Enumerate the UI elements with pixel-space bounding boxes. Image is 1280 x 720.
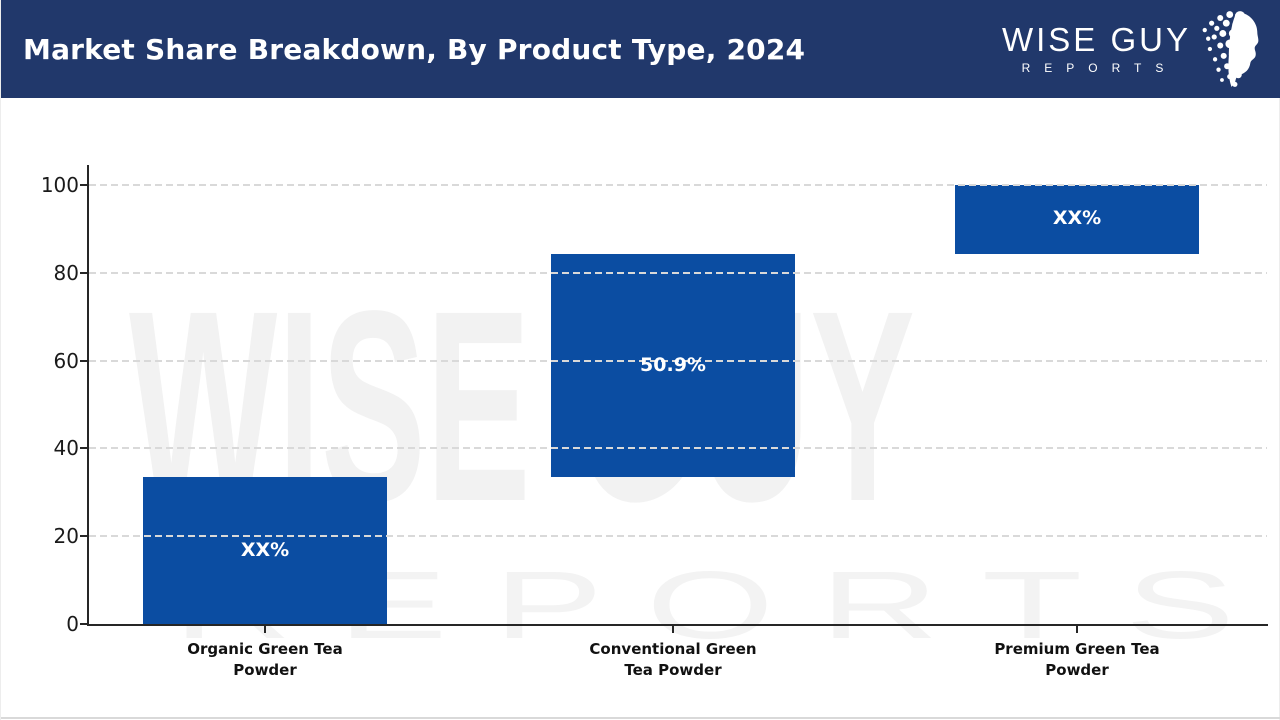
x-tick-label-line: Premium Green Tea bbox=[994, 640, 1160, 658]
bar-premium-green-tea-powder bbox=[955, 185, 1199, 254]
gridline-40 bbox=[89, 447, 1267, 450]
y-tick-label: 20 bbox=[53, 524, 79, 549]
y-tick-mark bbox=[80, 359, 88, 362]
face-profile-icon bbox=[1197, 8, 1259, 90]
gridline-80 bbox=[89, 271, 1267, 274]
bar-value-label: XX% bbox=[1052, 207, 1102, 230]
bar-organic-green-tea-powder bbox=[143, 477, 387, 624]
header-banner: Market Share Breakdown, By Product Type,… bbox=[1, 0, 1280, 98]
y-tick-mark bbox=[80, 184, 88, 186]
wise-guy-reports-logo: WISE GUY REPORTS bbox=[1002, 8, 1259, 90]
bar-value-label: XX% bbox=[240, 538, 290, 561]
y-tick-label: 0 bbox=[66, 612, 79, 636]
bottom-divider bbox=[1, 717, 1280, 719]
y-tick-label: 40 bbox=[53, 436, 79, 461]
x-tick-label-line: Organic Green Tea bbox=[187, 640, 343, 658]
y-tick-mark bbox=[80, 447, 88, 450]
x-tick-mark bbox=[1076, 626, 1078, 633]
gridline-60 bbox=[89, 359, 1267, 362]
logo-subtitle: REPORTS bbox=[1021, 60, 1178, 75]
logo-name: WISE GUY bbox=[1001, 20, 1191, 58]
gridline-100 bbox=[89, 184, 1267, 186]
y-tick-label: 80 bbox=[53, 260, 79, 285]
chart-area: WISE GUY R E P O R T S XX% 50.9% XX% 0 20 40… bbox=[1, 98, 1280, 718]
chart-title: Market Share Breakdown, By Product Type,… bbox=[23, 32, 806, 66]
bar-conventional-green-tea-powder bbox=[551, 253, 795, 478]
x-tick-label-line: Powder bbox=[233, 661, 297, 679]
x-tick-label-organic-green-tea-powder: Organic Green Tea Powder bbox=[135, 639, 395, 681]
x-tick-mark bbox=[264, 626, 266, 633]
x-tick-label-line: Conventional Green bbox=[589, 640, 757, 658]
x-tick-label-conventional-green-tea-powder: Conventional Green Tea Powder bbox=[543, 639, 803, 681]
logo-text: WISE GUY REPORTS bbox=[1001, 20, 1191, 76]
y-tick-label: 100 bbox=[40, 173, 79, 197]
x-tick-mark bbox=[672, 626, 674, 633]
x-axis-line bbox=[87, 624, 1268, 626]
y-tick-mark bbox=[80, 535, 88, 538]
y-tick-mark bbox=[80, 623, 88, 625]
y-axis-line bbox=[87, 165, 89, 626]
y-tick-label: 60 bbox=[53, 348, 79, 373]
y-tick-mark bbox=[80, 271, 88, 274]
gridline-20 bbox=[89, 535, 1267, 538]
x-tick-label-line: Powder bbox=[1045, 661, 1109, 679]
x-tick-label-premium-green-tea-powder: Premium Green Tea Powder bbox=[947, 639, 1207, 681]
x-tick-label-line: Tea Powder bbox=[624, 661, 722, 679]
bar-value-label: 50.9% bbox=[640, 353, 706, 376]
